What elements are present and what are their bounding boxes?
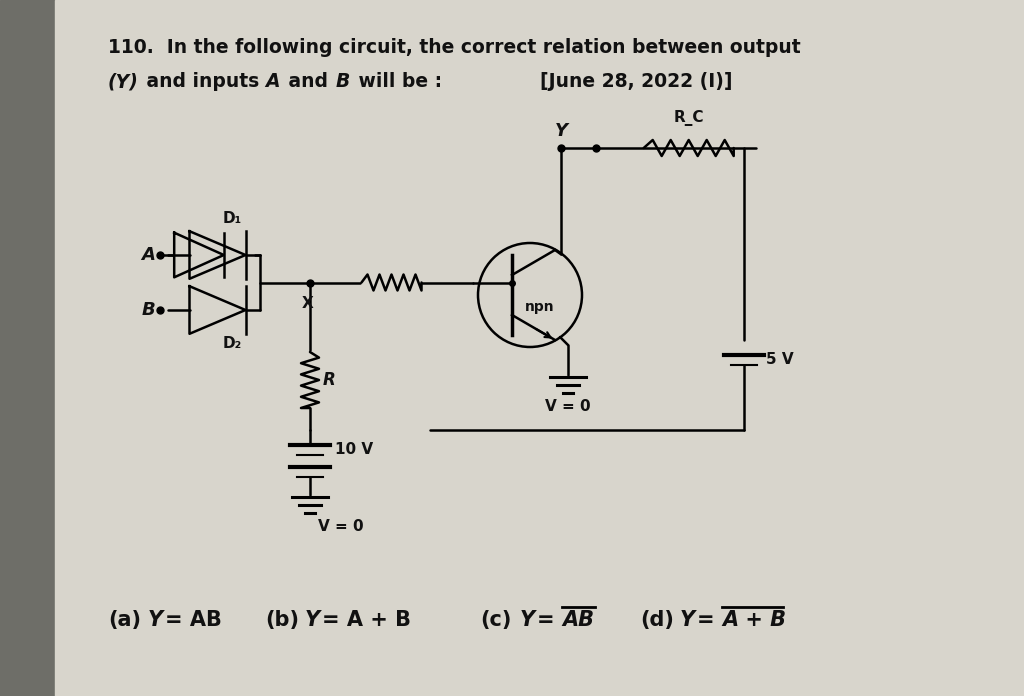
Text: 5 V: 5 V (766, 352, 794, 367)
Text: =: = (537, 610, 562, 630)
Text: AB: AB (562, 610, 594, 630)
Text: Y: Y (555, 122, 567, 140)
Text: D₂: D₂ (222, 335, 242, 351)
Bar (0, 0, 55, 696)
Text: A: A (141, 246, 155, 264)
Text: = A + B: = A + B (322, 610, 411, 630)
Text: will be :: will be : (352, 72, 442, 91)
Text: B: B (141, 301, 155, 319)
Text: D₁: D₁ (222, 211, 242, 226)
Text: A: A (265, 72, 280, 91)
Text: Y: Y (148, 610, 163, 630)
Text: R: R (323, 371, 336, 389)
Text: V = 0: V = 0 (318, 519, 364, 534)
Text: 10 V: 10 V (335, 443, 373, 457)
Text: R_C: R_C (674, 110, 703, 126)
Text: Y: Y (520, 610, 536, 630)
Text: (Y): (Y) (108, 72, 139, 91)
Text: (d): (d) (640, 610, 674, 630)
Text: Y: Y (305, 610, 321, 630)
Text: = AB: = AB (165, 610, 222, 630)
Text: and: and (282, 72, 335, 91)
Text: A + B: A + B (722, 610, 786, 630)
Text: and inputs: and inputs (140, 72, 266, 91)
Text: V = 0: V = 0 (545, 399, 591, 414)
Text: [June 28, 2022 (I)]: [June 28, 2022 (I)] (540, 72, 732, 91)
Text: (b): (b) (265, 610, 299, 630)
Text: 110.  In the following circuit, the correct relation between output: 110. In the following circuit, the corre… (108, 38, 801, 57)
Text: X: X (302, 296, 314, 312)
Text: Y: Y (680, 610, 695, 630)
Text: (c): (c) (480, 610, 511, 630)
Text: B: B (336, 72, 350, 91)
Text: (a): (a) (108, 610, 141, 630)
Text: npn: npn (525, 300, 555, 314)
Text: =: = (697, 610, 722, 630)
